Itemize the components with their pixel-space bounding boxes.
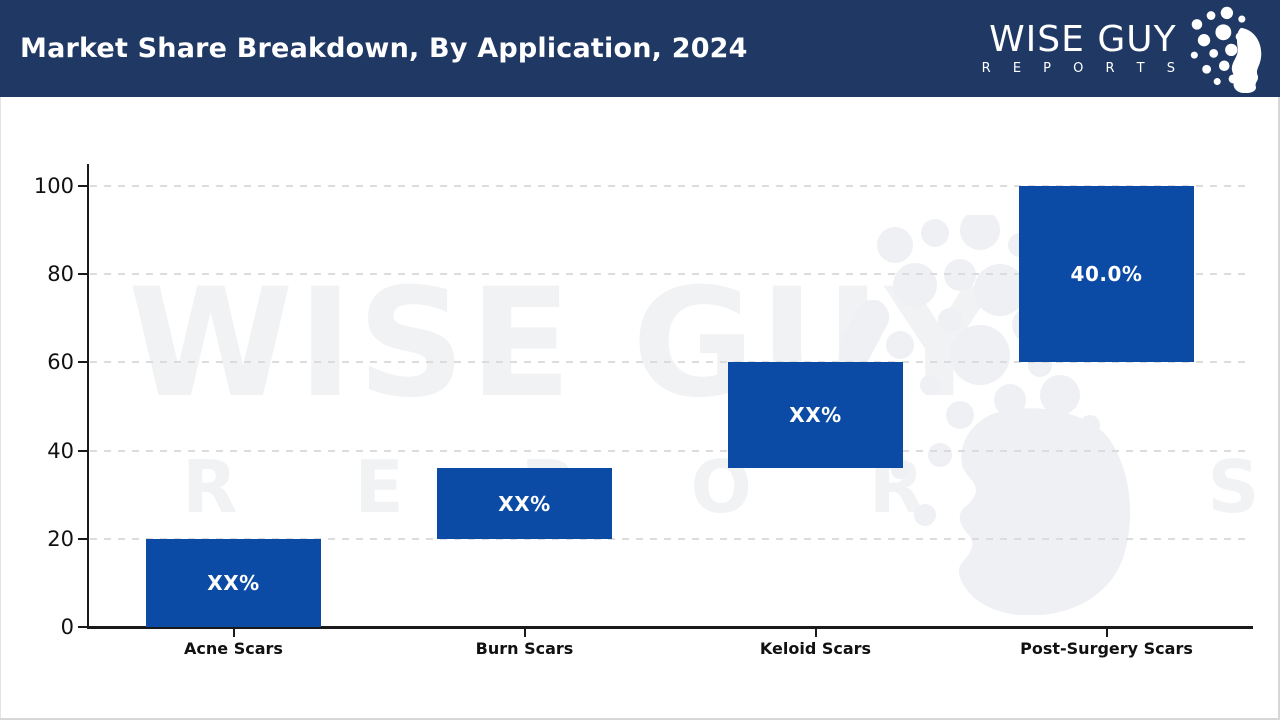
gridline [90, 449, 1252, 452]
y-tick-label: 20 [47, 526, 74, 551]
bar-value-label: 40.0% [1070, 262, 1143, 287]
y-tick-label: 0 [60, 615, 74, 639]
x-axis-line [87, 626, 1253, 629]
bar-value-label: XX% [498, 491, 551, 516]
wise-guy-reports-logo: WISE GUY R E P O R T S [982, 5, 1266, 93]
gridline [90, 361, 1252, 364]
gridline [90, 185, 1252, 187]
y-tick-label: 80 [47, 262, 74, 287]
gridline [90, 273, 1252, 276]
dotted-face-icon [1190, 6, 1262, 93]
page-border-right [1278, 97, 1280, 720]
bar-burn-scars: XX% [437, 468, 612, 539]
x-category-label: Burn Scars [475, 639, 574, 658]
bar-post-surgery-scars: 40.0% [1019, 186, 1194, 363]
gridline [90, 537, 1252, 540]
page-border-left [0, 97, 1, 720]
x-category-label: Post-Surgery Scars [1020, 639, 1193, 658]
y-axis-line [87, 164, 89, 628]
logo-text: WISE GUY R E P O R T S [981, 19, 1184, 76]
logo-wordmark: WISE GUY [989, 19, 1177, 60]
page-border-bottom [0, 718, 1280, 720]
page-title: Market Share Breakdown, By Application, … [20, 33, 748, 64]
x-category-label: Acne Scars [184, 639, 283, 658]
y-tick [78, 449, 87, 452]
logo-subtitle: R E P O R T S [981, 61, 1184, 76]
y-tick [78, 626, 87, 628]
x-tick [232, 629, 235, 637]
header: Market Share Breakdown, By Application, … [0, 0, 1280, 97]
bar-acne-scars: XX% [146, 538, 321, 627]
x-category-label: Keloid Scars [759, 639, 872, 658]
y-tick-label: 60 [47, 350, 74, 375]
x-tick [1105, 629, 1108, 637]
y-tick [78, 537, 87, 540]
bar-keloid-scars: XX% [728, 362, 903, 469]
x-tick [523, 629, 526, 637]
y-tick [78, 361, 87, 364]
y-tick [78, 185, 87, 187]
x-tick [814, 629, 817, 637]
y-tick [78, 273, 87, 276]
bar-value-label: XX% [207, 570, 260, 595]
bar-value-label: XX% [789, 403, 842, 428]
y-tick-label: 40 [47, 438, 74, 463]
y-tick-label: 100 [33, 174, 74, 198]
